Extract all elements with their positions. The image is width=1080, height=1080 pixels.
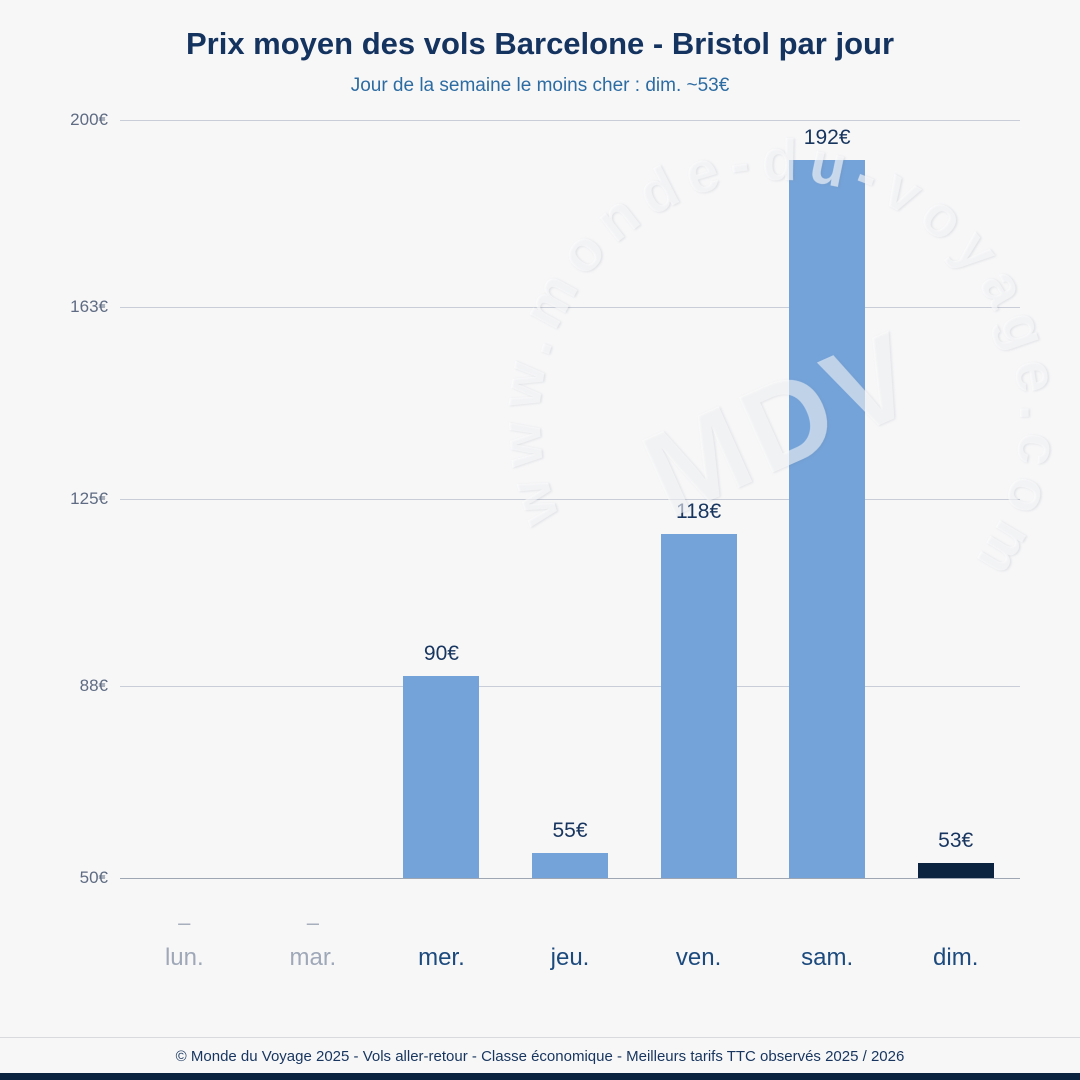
y-tick-label: 200€ [70,110,108,129]
bar-value-label: 118€ [675,500,722,524]
x-tick-label-dim: dim. [933,944,979,971]
y-tick-label: 163€ [70,296,108,316]
y-tick-label: 125€ [70,489,108,508]
gridline [120,306,1020,308]
x-axis-baseline [120,878,1020,879]
gridline [120,120,1020,121]
y-tick-label: 50€ [79,868,108,887]
x-tick-label-ven: ven. [675,944,722,971]
bar-dim [917,862,994,878]
y-axis-labels: 200€ 163€ 125€ 88€ 50€ [0,110,108,887]
footer-divider [0,1037,1080,1038]
footer-text: © Monde du Voyage 2025 - Vols aller-reto… [175,1048,905,1065]
bottom-accent-bar [0,1073,1080,1080]
bar-value-label: 192€ [803,126,851,150]
bar-value-label: 53€ [938,828,974,852]
x-tick-label-mer: mer. [418,944,465,971]
x-tick-label-lun: lun. [164,944,204,971]
missing-data-dash: – [306,910,319,935]
bar-mer [403,675,480,878]
x-tick-label-mar: mar. [289,944,337,971]
chart-subtitle: Jour de la semaine le moins cher : dim. … [350,75,730,96]
x-tick-label-sam: sam. [801,944,854,971]
x-tick-label-jeu: jeu. [550,944,590,971]
bar-jeu [532,852,608,878]
gridline [120,685,1020,687]
chart-title: Prix moyen des vols Barcelone - Bristol … [185,26,895,61]
missing-data-dash: – [178,910,191,935]
x-axis-labels: lun. mar. mer. jeu. ven. sam. dim. [120,944,1020,984]
gridline [120,499,1020,500]
bar-value-label: 55€ [552,818,588,842]
y-tick-label: 88€ [79,675,108,695]
bar-value-label: 90€ [423,641,459,665]
plot-area: – – 90€ 55€ 118€ 192€ 53€ [120,120,1020,935]
bar-ven [660,534,737,878]
bar-sam [789,160,866,878]
